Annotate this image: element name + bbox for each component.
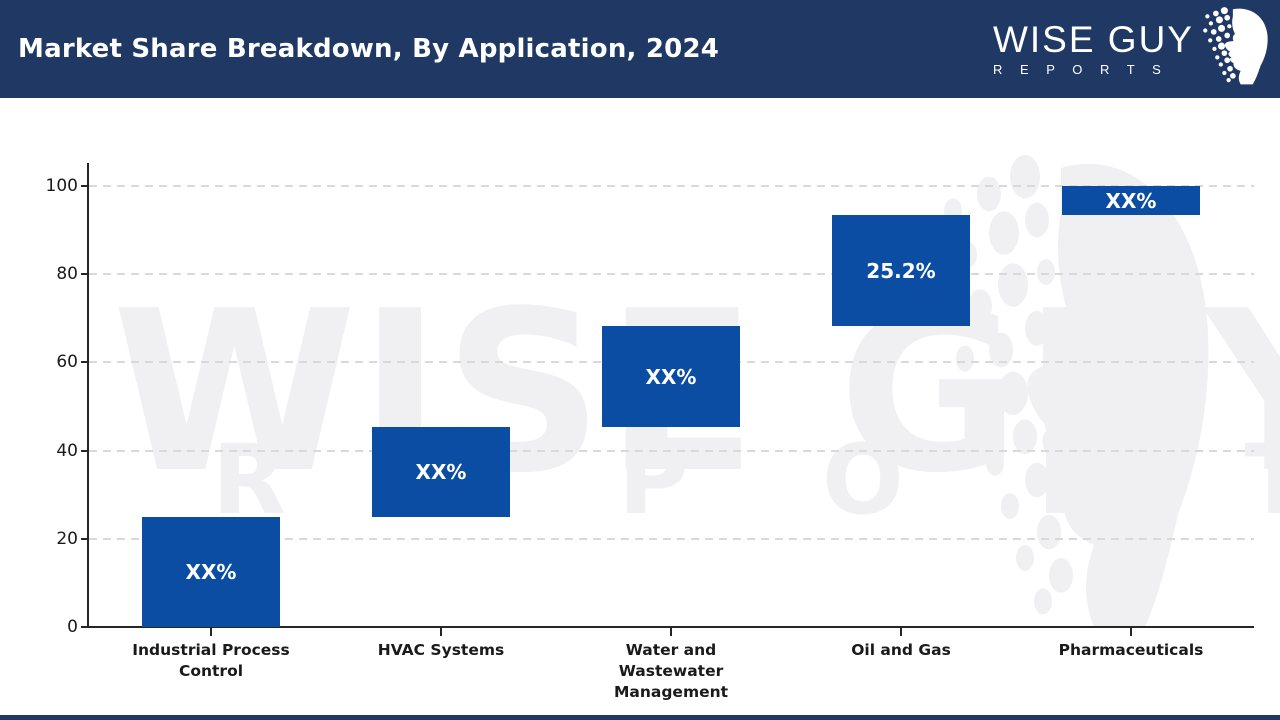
y-axis-tick-mark <box>81 361 88 364</box>
y-axis-tick-label: 20 <box>56 528 78 549</box>
x-axis-tick-mark <box>210 628 212 636</box>
category-label-pharmaceuticals: Pharmaceuticals <box>1058 641 1204 659</box>
bar-hvac-systems: XX% <box>372 426 510 517</box>
bar-value-label: XX% <box>1105 188 1157 213</box>
bar-pharmaceuticals: XX% <box>1062 186 1200 216</box>
bar-water-and-wastewater-management: XX% <box>602 326 740 427</box>
category-label-oil-and-gas: Oil and Gas <box>851 641 951 659</box>
gridline <box>89 537 1254 540</box>
category-label-water-and-wastewater-management: Water and Wastewater Management <box>613 641 729 701</box>
brand-subtitle: R E P O R T S <box>992 62 1168 77</box>
footer-bar <box>0 715 1280 720</box>
bar-oil-and-gas: 25.2% <box>832 215 970 327</box>
bar-value-label: XX% <box>645 364 697 389</box>
header-banner: Market Share Breakdown, By Application, … <box>0 0 1280 98</box>
brand-logo: WISE GUY R E P O R T S <box>993 5 1280 94</box>
gridline <box>89 449 1254 452</box>
y-axis-tick-label: 40 <box>56 440 78 461</box>
gridline <box>89 185 1254 187</box>
y-axis-tick-mark <box>81 449 88 452</box>
y-axis-tick-mark <box>81 626 88 628</box>
bar-value-label: 25.2% <box>866 258 936 283</box>
x-axis-tick-mark <box>440 628 442 636</box>
brand-wordmark: WISE GUY R E P O R T S <box>993 21 1194 77</box>
category-label-hvac-systems: HVAC Systems <box>377 641 505 659</box>
bar-value-label: XX% <box>415 459 467 484</box>
x-axis-tick-mark <box>900 628 902 636</box>
y-axis-tick-label: 0 <box>67 617 78 637</box>
y-axis-tick-mark <box>81 537 88 540</box>
y-axis-tick-label: 100 <box>45 176 78 196</box>
y-axis-tick-mark <box>81 185 88 187</box>
bar-value-label: XX% <box>185 559 237 584</box>
x-axis-tick-mark <box>670 628 672 636</box>
bar-industrial-process-control: XX% <box>142 516 280 627</box>
y-axis-tick-mark <box>81 273 88 276</box>
page-title: Market Share Breakdown, By Application, … <box>18 34 720 64</box>
y-axis-tick-label: 60 <box>56 352 78 373</box>
gridline <box>89 273 1254 276</box>
brand-name: WISE GUY <box>992 19 1194 60</box>
x-axis-tick-mark <box>1130 628 1132 636</box>
wise-guy-face-icon <box>1196 5 1274 94</box>
category-label-industrial-process-control: Industrial Process Control <box>132 641 290 680</box>
y-axis-line <box>87 163 89 628</box>
y-axis-tick-label: 80 <box>56 264 78 285</box>
x-axis-line <box>87 626 1254 628</box>
